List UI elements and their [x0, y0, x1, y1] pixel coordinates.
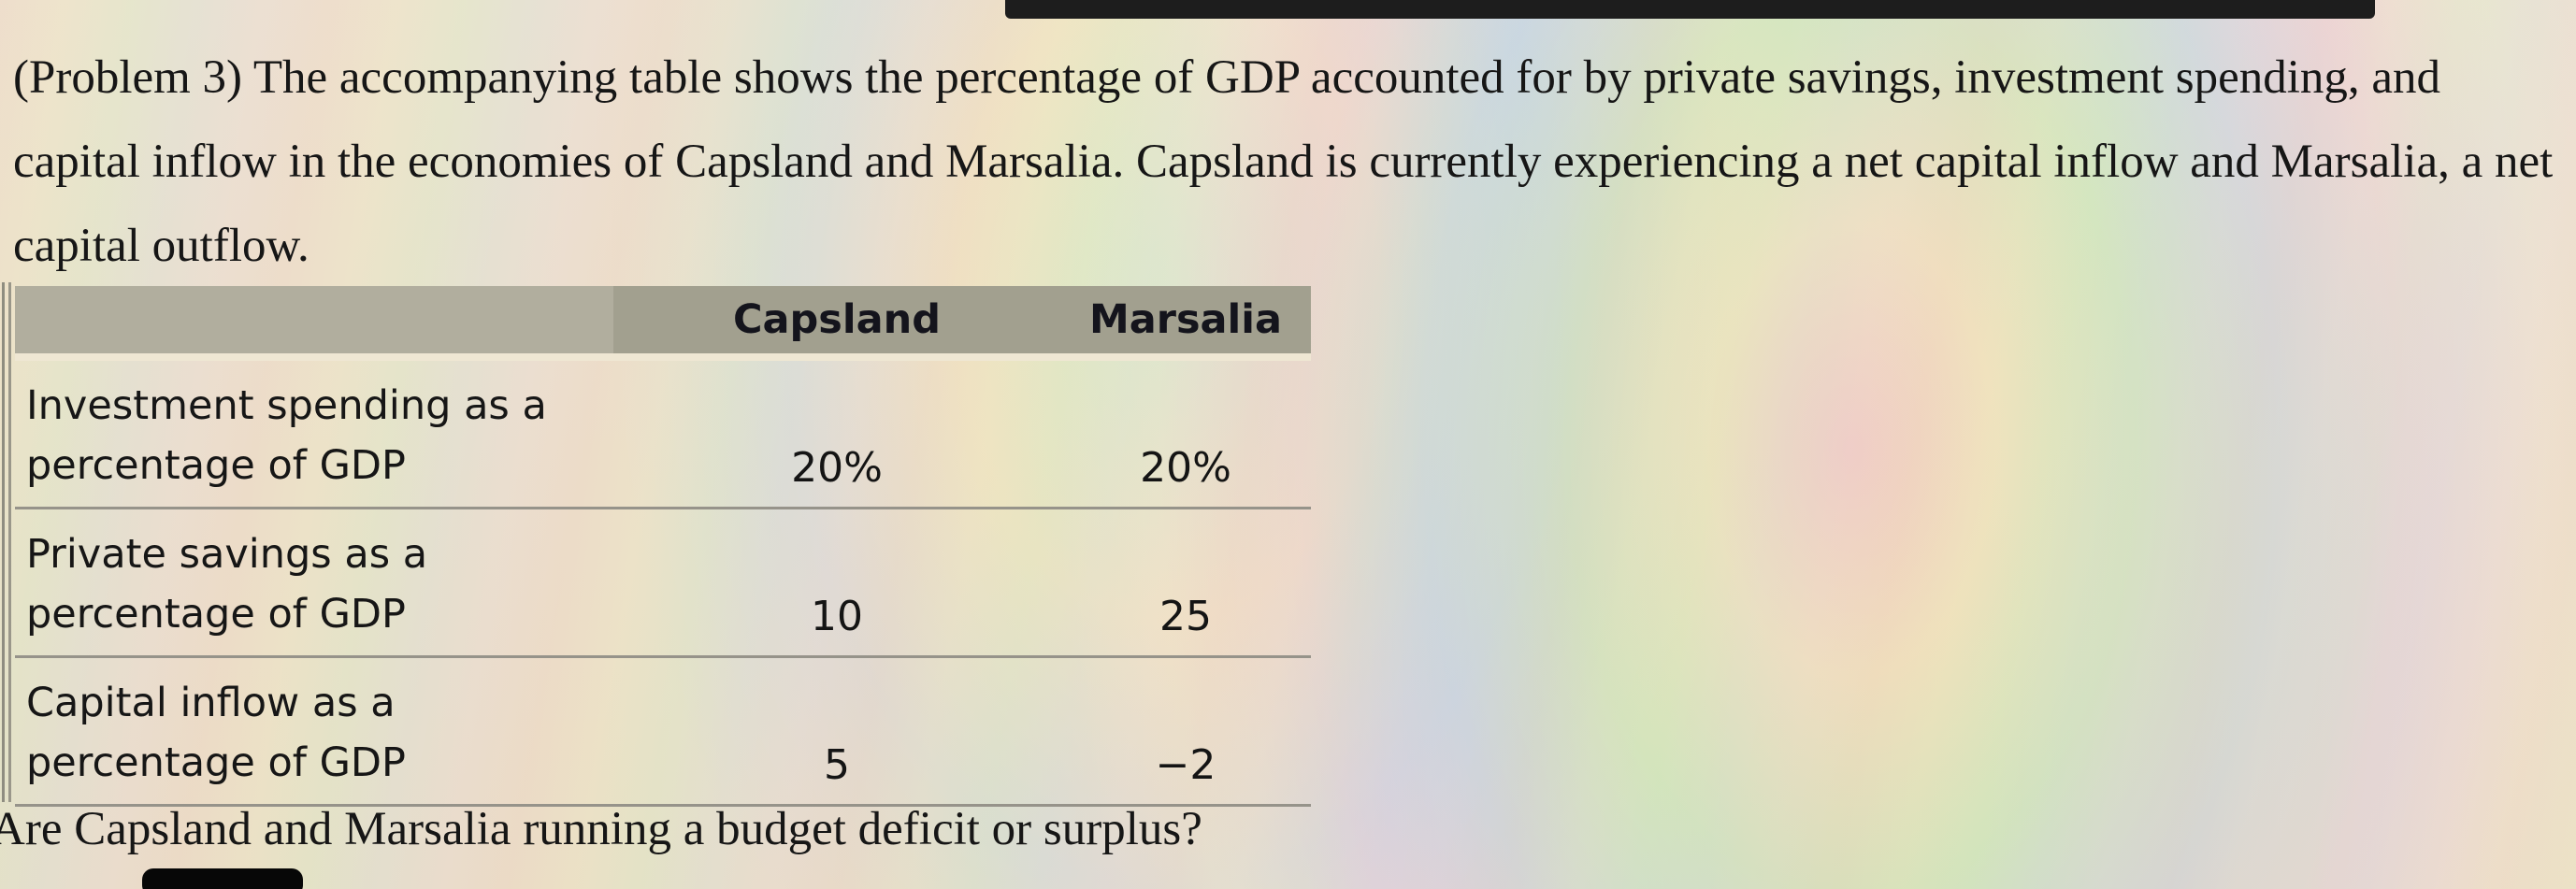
screen-bezel-strip [1005, 0, 2375, 19]
capsland-value: 10 [811, 593, 863, 640]
table-header-row: Capsland Marsalia [15, 286, 1311, 357]
question-text: Are Capsland and Marsalia running a budg… [0, 803, 1202, 855]
column-header-capsland: Capsland [613, 286, 1060, 357]
gdp-table: Capsland Marsalia Investment spending as… [2, 282, 1311, 807]
table-corner-cell [15, 286, 613, 357]
capsland-value: 5 [824, 741, 850, 789]
problem-statement: (Problem 3) The accompanying table shows… [13, 51, 2554, 272]
table-row-private-savings: Private savings as a percentage of GDP 1… [15, 509, 1311, 657]
table-row-capital-inflow: Capital inflow as a percentage of GDP 5 … [15, 657, 1311, 806]
ui-fragment-pill [142, 868, 303, 889]
row-label: Investment spending as a percentage of G… [26, 382, 547, 489]
marsalia-value: −2 [1155, 741, 1216, 789]
table-row-investment-spending: Investment spending as a percentage of G… [15, 357, 1311, 509]
row-label: Private savings as a percentage of GDP [26, 531, 428, 638]
row-label: Capital inflow as a percentage of GDP [26, 680, 406, 786]
column-header-marsalia: Marsalia [1060, 286, 1311, 357]
capsland-value: 20% [791, 444, 883, 492]
marsalia-value: 20% [1140, 444, 1231, 492]
marsalia-value: 25 [1159, 593, 1212, 640]
